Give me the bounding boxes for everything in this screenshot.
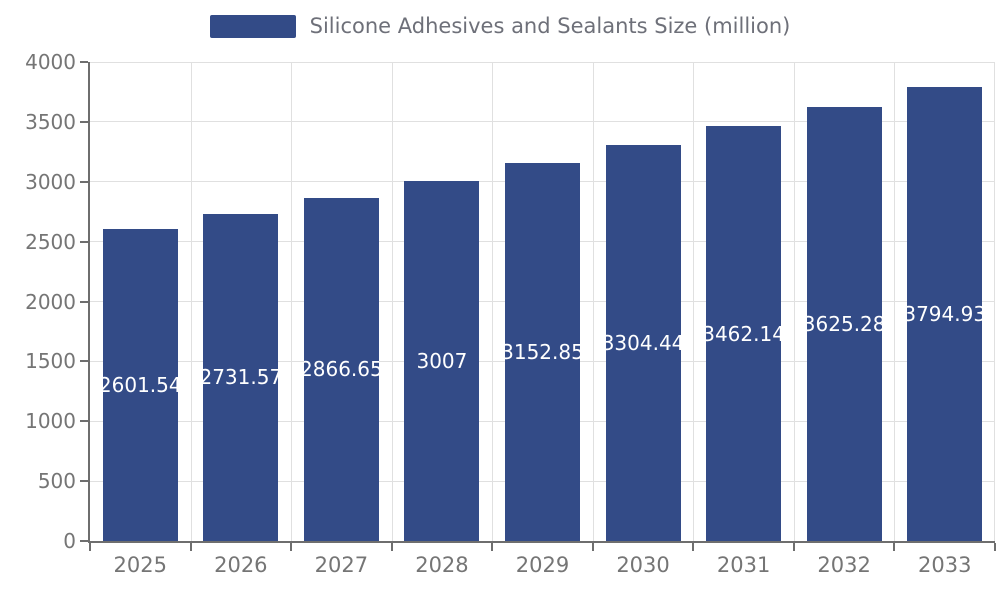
y-axis-tick (80, 240, 88, 243)
x-tick-label: 2027 (314, 553, 369, 577)
y-tick-label: 500 (37, 469, 76, 494)
x-tick-label: 2032 (817, 553, 871, 577)
grid-line-vertical (592, 62, 594, 541)
x-axis-tick (189, 543, 192, 551)
bar[interactable]: 2866.65 (303, 197, 379, 541)
bar-value-label: 3304.44 (605, 331, 681, 356)
grid-line-vertical (391, 62, 393, 541)
grid-line-horizontal (90, 62, 995, 63)
grid-line-horizontal (90, 121, 995, 123)
bar[interactable]: 3007 (404, 180, 480, 541)
bar-value-label: 3007 (416, 348, 468, 373)
y-axis-tick (80, 420, 88, 423)
x-axis-tick (591, 543, 594, 551)
y-tick-label: 2500 (25, 229, 76, 254)
x-axis-tick (792, 543, 795, 551)
y-axis-tick (80, 360, 88, 363)
x-axis-tick (89, 543, 91, 551)
grid-line-vertical (994, 62, 995, 541)
bar-value-label: 2866.65 (303, 357, 379, 382)
y-tick-label: 2000 (25, 289, 76, 314)
legend[interactable]: Silicone Adhesives and Sealants Size (mi… (0, 14, 1000, 39)
bar[interactable]: 3462.14 (706, 126, 782, 541)
bar[interactable]: 2731.57 (203, 213, 279, 541)
x-tick-label: 2028 (415, 553, 469, 577)
x-axis-tick (692, 543, 695, 551)
plot-area: 0 500 1000 1500 2000 2500 3000 3500 4000 2025 2026… (25, 52, 996, 576)
grid-line-vertical (793, 62, 795, 541)
grid-line-vertical (291, 62, 293, 541)
y-tick-label: 3500 (25, 109, 76, 134)
bar-value-label: 3462.14 (706, 321, 782, 346)
x-axis-tick (994, 543, 996, 551)
bar-value-label: 3794.93 (907, 301, 983, 326)
bar-value-label: 3152.85 (505, 340, 580, 365)
bar[interactable]: 3152.85 (505, 163, 580, 541)
y-tick-label: 4000 (25, 50, 76, 74)
x-tick-label: 2031 (716, 553, 771, 577)
y-tick-label: 1500 (25, 349, 76, 374)
x-tick-label: 2030 (616, 553, 670, 577)
bar[interactable]: 2601.54 (102, 229, 178, 541)
y-tick-label: 3000 (25, 169, 76, 194)
legend-swatch (209, 15, 296, 39)
x-tick-label: 2033 (917, 553, 972, 577)
grid-line-vertical (190, 62, 192, 541)
x-tick-label: 2026 (214, 553, 268, 577)
bar[interactable]: 3304.44 (605, 145, 681, 541)
y-axis-tick (80, 480, 88, 483)
y-tick-label: 1000 (25, 409, 76, 434)
bar[interactable]: 3794.93 (907, 86, 983, 541)
x-axis-tick (390, 543, 393, 551)
grid-line-vertical (492, 62, 494, 541)
y-axis-tick (80, 300, 88, 303)
y-axis-tick (80, 61, 88, 63)
bar[interactable]: 3625.28 (806, 106, 882, 541)
bar-value-label: 2731.57 (203, 365, 279, 390)
y-axis-tick (80, 540, 88, 542)
y-axis-tick (80, 180, 88, 183)
bar-value-label: 2601.54 (102, 373, 178, 398)
bar-value-label: 3625.28 (806, 311, 882, 336)
x-axis-tick (491, 543, 494, 551)
x-tick-label: 2025 (113, 553, 167, 577)
y-tick-label: 0 (63, 529, 76, 553)
grid-line-vertical (693, 62, 695, 541)
x-axis-tick (290, 543, 293, 551)
y-axis-tick (80, 120, 88, 123)
grid-line-vertical (894, 62, 896, 541)
x-axis-tick (893, 543, 896, 551)
legend-label: Silicone Adhesives and Sealants Size (mi… (309, 14, 791, 38)
x-tick-label: 2029 (515, 553, 570, 577)
